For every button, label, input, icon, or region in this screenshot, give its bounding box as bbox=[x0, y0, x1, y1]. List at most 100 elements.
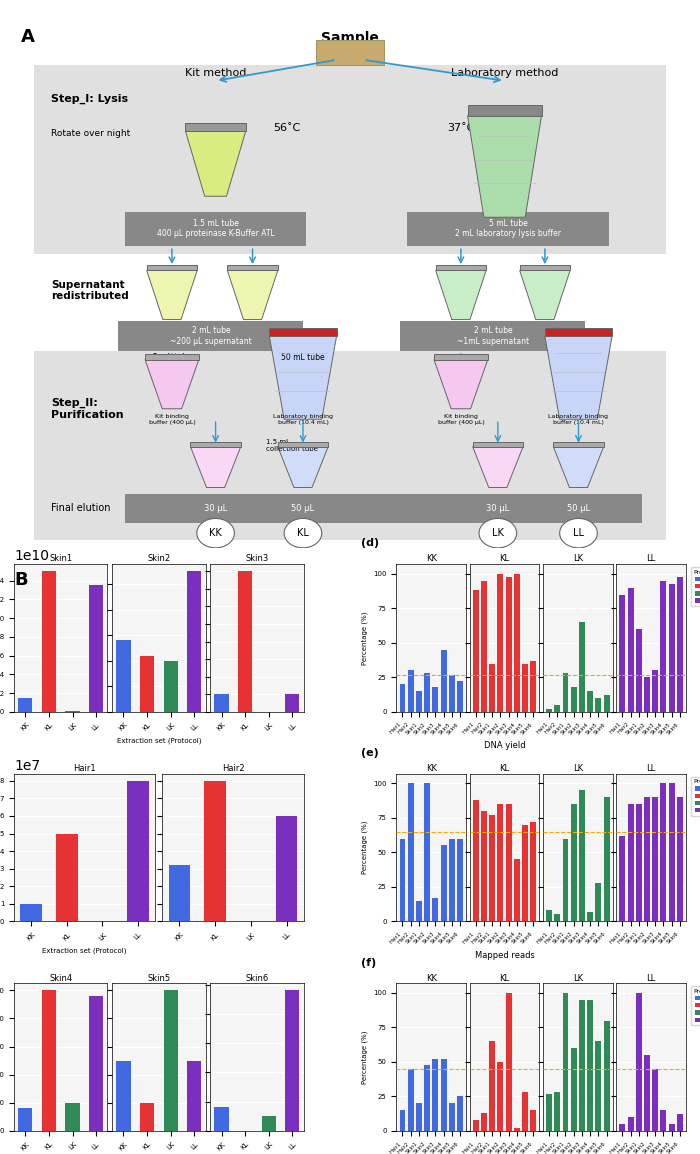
Bar bbox=[620, 1124, 625, 1131]
Text: Laboratory binding
buffer (10.4 mL): Laboratory binding buffer (10.4 mL) bbox=[549, 414, 608, 425]
Bar bbox=[652, 670, 658, 712]
Bar bbox=[545, 328, 612, 336]
Title: KK: KK bbox=[426, 554, 437, 563]
Bar bbox=[498, 574, 503, 712]
Title: KL: KL bbox=[500, 764, 510, 773]
Circle shape bbox=[197, 518, 234, 548]
Legend: KK, KL, LK, LL: KK, KL, LK, LL bbox=[690, 777, 700, 816]
Polygon shape bbox=[145, 360, 199, 409]
FancyBboxPatch shape bbox=[400, 321, 585, 351]
FancyBboxPatch shape bbox=[118, 321, 303, 351]
Bar bbox=[661, 580, 666, 712]
Text: Step_II:
Purification: Step_II: Purification bbox=[51, 398, 124, 420]
Bar bbox=[473, 1119, 479, 1131]
Bar bbox=[407, 784, 414, 921]
Bar bbox=[416, 691, 422, 712]
Bar bbox=[636, 629, 642, 712]
Bar bbox=[278, 442, 328, 447]
Bar bbox=[522, 825, 528, 921]
Bar bbox=[628, 1117, 634, 1131]
Bar bbox=[400, 839, 405, 921]
Bar bbox=[481, 580, 487, 712]
Bar bbox=[514, 574, 520, 712]
Bar bbox=[603, 695, 610, 712]
Bar bbox=[42, 571, 56, 712]
FancyBboxPatch shape bbox=[34, 65, 666, 254]
Bar bbox=[505, 992, 512, 1131]
Text: Laboratory method: Laboratory method bbox=[451, 68, 558, 78]
Bar bbox=[449, 675, 455, 712]
Bar bbox=[42, 990, 56, 1131]
Polygon shape bbox=[228, 270, 278, 320]
Text: 30 μL: 30 μL bbox=[204, 504, 228, 514]
Bar bbox=[661, 784, 666, 921]
Text: Final elution: Final elution bbox=[51, 503, 111, 514]
FancyBboxPatch shape bbox=[34, 351, 666, 540]
Bar bbox=[440, 650, 447, 712]
Bar bbox=[127, 781, 149, 921]
Bar bbox=[416, 900, 422, 921]
Bar bbox=[505, 577, 512, 712]
Bar bbox=[579, 622, 585, 712]
Text: Step_I: Lysis: Step_I: Lysis bbox=[51, 93, 128, 104]
Bar bbox=[554, 914, 560, 921]
FancyBboxPatch shape bbox=[407, 212, 609, 246]
Text: 2 mL tube: 2 mL tube bbox=[153, 352, 191, 361]
Bar bbox=[505, 804, 512, 921]
Title: KK: KK bbox=[426, 974, 437, 982]
Bar bbox=[489, 1041, 495, 1131]
Bar bbox=[440, 846, 447, 921]
Text: Supernatant
redistributed: Supernatant redistributed bbox=[51, 280, 129, 301]
Bar bbox=[668, 784, 675, 921]
Polygon shape bbox=[473, 447, 523, 487]
Polygon shape bbox=[468, 115, 542, 217]
Bar bbox=[433, 898, 438, 921]
Text: 50 mL tube: 50 mL tube bbox=[281, 352, 325, 361]
Bar bbox=[554, 705, 560, 712]
Text: 2 mL tube
~1mL supernatant: 2 mL tube ~1mL supernatant bbox=[457, 327, 529, 345]
Title: LL: LL bbox=[647, 554, 656, 563]
Text: 50 μL: 50 μL bbox=[567, 504, 590, 514]
Text: Kit binding
buffer (400 μL): Kit binding buffer (400 μL) bbox=[148, 414, 195, 425]
Bar bbox=[147, 264, 197, 270]
Bar bbox=[457, 839, 463, 921]
Bar bbox=[424, 673, 430, 712]
Text: KK: KK bbox=[209, 529, 222, 538]
Bar bbox=[579, 999, 585, 1131]
Bar bbox=[668, 584, 675, 712]
Bar bbox=[652, 797, 658, 921]
Text: 37˚C: 37˚C bbox=[447, 123, 475, 133]
Bar bbox=[677, 797, 682, 921]
Bar bbox=[596, 883, 601, 921]
Polygon shape bbox=[434, 360, 488, 409]
Bar bbox=[434, 354, 488, 360]
Circle shape bbox=[560, 518, 597, 548]
Title: Skin4: Skin4 bbox=[49, 974, 72, 982]
Bar bbox=[400, 1110, 405, 1131]
Bar bbox=[457, 1096, 463, 1131]
Bar bbox=[652, 1069, 658, 1131]
Title: Skin3: Skin3 bbox=[245, 554, 269, 563]
Bar bbox=[18, 698, 32, 712]
Bar bbox=[489, 664, 495, 712]
Bar bbox=[553, 442, 603, 447]
Bar bbox=[596, 698, 601, 712]
Legend: KK, KL, LK, LL: KK, KL, LK, LL bbox=[690, 568, 700, 606]
FancyBboxPatch shape bbox=[125, 494, 643, 523]
Text: (e): (e) bbox=[361, 748, 379, 758]
Title: KL: KL bbox=[500, 554, 510, 563]
Text: 30 μL: 30 μL bbox=[486, 504, 510, 514]
Bar bbox=[563, 992, 568, 1131]
Bar bbox=[587, 912, 593, 921]
Polygon shape bbox=[186, 130, 246, 196]
Text: 5 mL tube
2 mL laboratory lysis buffer: 5 mL tube 2 mL laboratory lysis buffer bbox=[455, 219, 561, 239]
Text: KL: KL bbox=[297, 529, 309, 538]
Bar bbox=[449, 1103, 455, 1131]
Bar bbox=[440, 1059, 447, 1131]
Bar bbox=[514, 1129, 520, 1131]
Bar bbox=[190, 442, 241, 447]
Bar bbox=[270, 328, 337, 336]
Polygon shape bbox=[190, 447, 241, 487]
Bar bbox=[238, 571, 252, 712]
Bar bbox=[668, 1124, 675, 1131]
